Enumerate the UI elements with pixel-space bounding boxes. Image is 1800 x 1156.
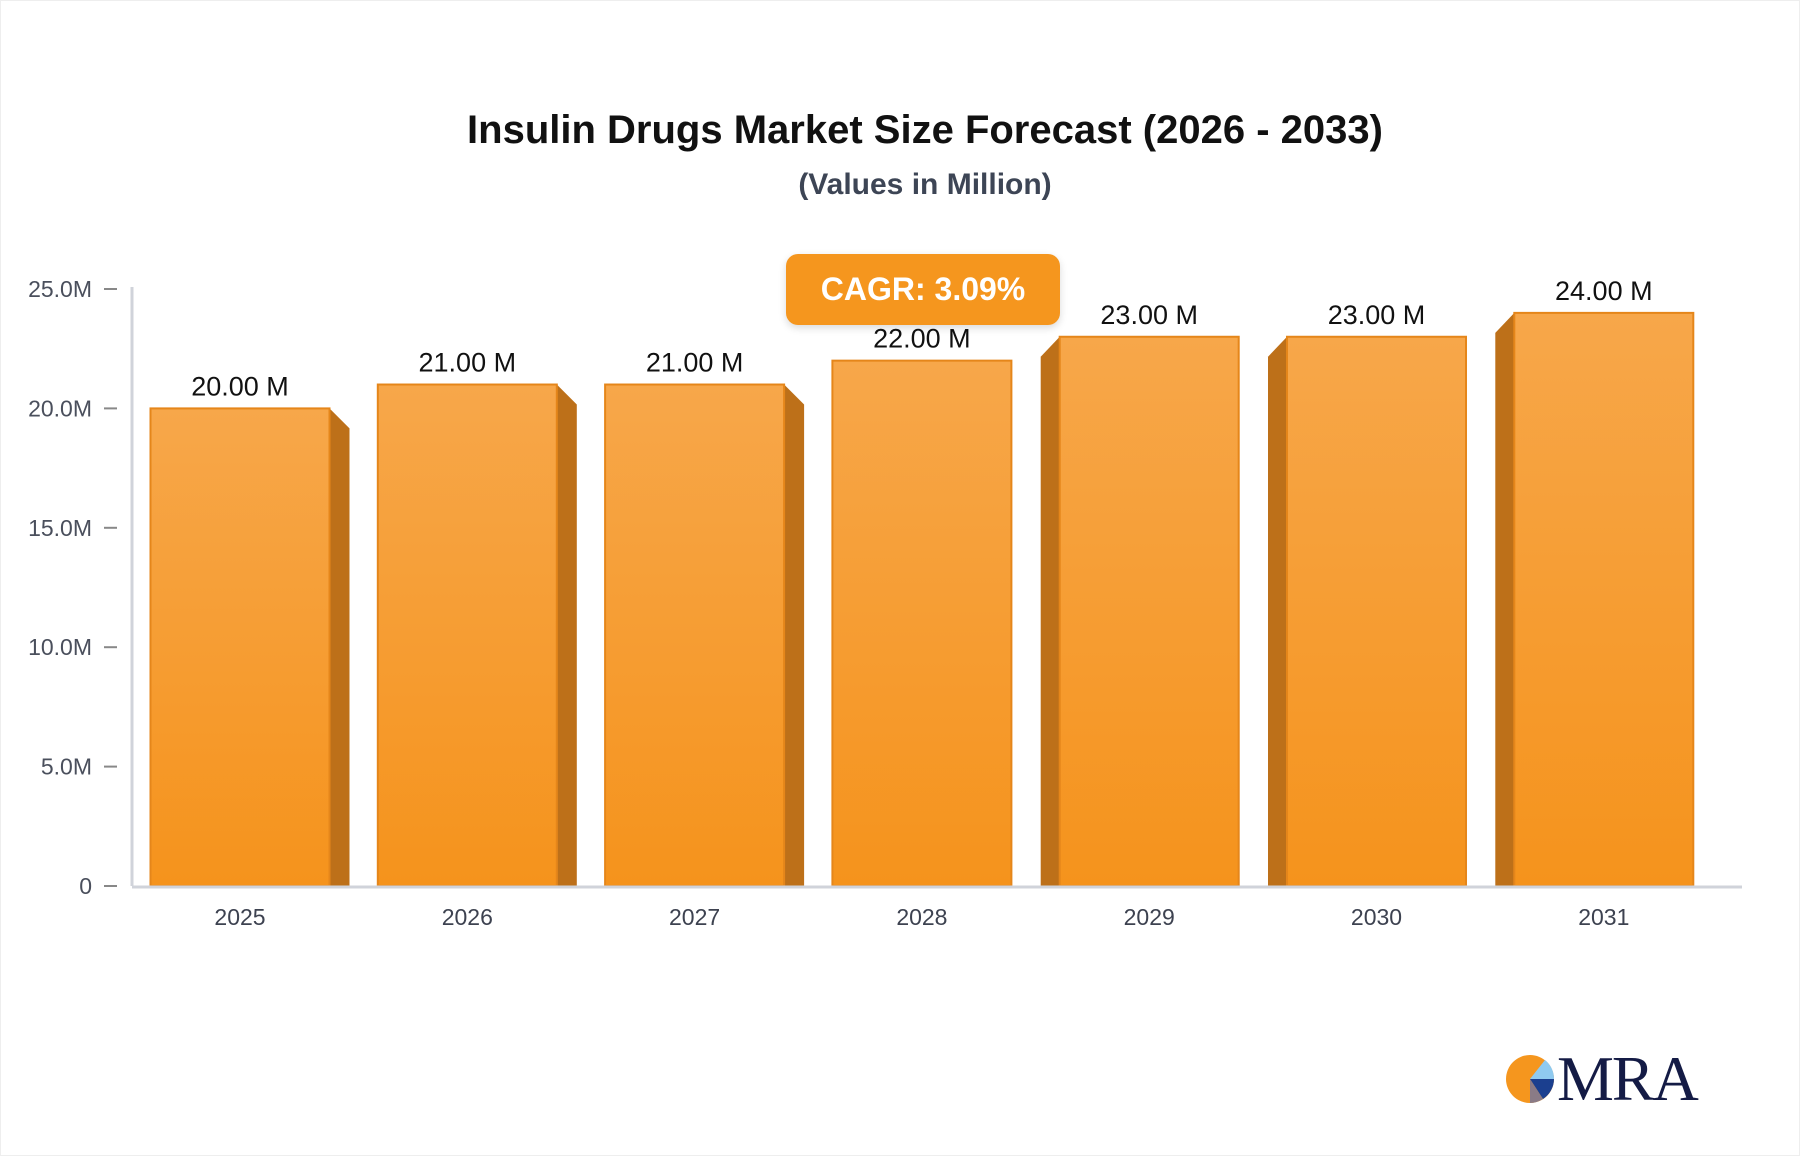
bar-side-2031 [1495,312,1515,886]
bar-2027 [604,383,786,887]
data-label-2026: 21.00 M [419,348,517,378]
y-tick-label: 10.0M [28,634,92,660]
y-tick-label: 15.0M [28,515,92,541]
x-tick-label: 2031 [1578,904,1629,930]
x-tick-label: 2029 [1124,904,1175,930]
chart-subtitle: (Values in Million) [798,168,1052,201]
x-tick-label: 2025 [214,904,265,930]
chart-title: Insulin Drugs Market Size Forecast (2026… [467,108,1383,152]
data-label-2031: 24.00 M [1555,276,1653,306]
y-tick-label: 0 [79,873,92,899]
bar-side-2025 [329,408,350,886]
data-label-2029: 23.00 M [1100,300,1198,330]
cagr-badge: CAGR: 3.09% [786,254,1060,325]
x-tick-label: 2028 [896,904,947,930]
bar-side-2030 [1268,336,1287,886]
x-tick-label: 2027 [669,904,720,930]
pie-logo-icon [1506,1055,1555,1103]
mra-logo: MRA [1505,1042,1699,1116]
data-label-2027: 21.00 M [646,348,744,378]
x-tick-label: 2030 [1351,904,1402,930]
bar-2025 [149,407,331,887]
bar-2031 [1513,311,1695,887]
y-tick-label: 25.0M [28,276,92,302]
logo-text: MRA [1557,1043,1699,1114]
data-label-2030: 23.00 M [1328,300,1426,330]
bar-2028 [831,359,1013,887]
bar-side-2026 [556,384,577,886]
data-label-2028: 22.00 M [873,324,971,354]
bar-side-2027 [784,384,805,886]
x-tick-label: 2026 [442,904,493,930]
y-tick-label: 20.0M [28,395,92,421]
y-tick-label: 5.0M [41,754,92,780]
bar-2030 [1286,335,1467,887]
data-label-2025: 20.00 M [191,371,289,401]
bar-2026 [376,383,558,887]
bar-side-2029 [1040,336,1060,886]
bar-2029 [1058,335,1240,887]
